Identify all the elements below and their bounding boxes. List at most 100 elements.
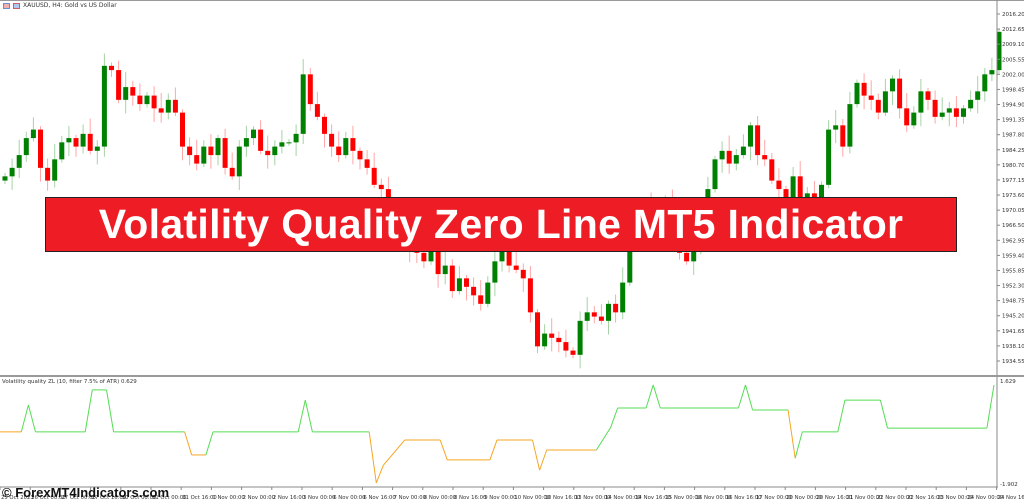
chart-type-icon[interactable] [13,2,20,9]
indicator-segment [375,464,384,484]
candle-body [23,138,29,156]
candle-body [953,108,959,117]
candle-body [385,189,391,202]
candle-body [428,244,434,262]
price-tick-label: 1998.45 [1002,87,1024,93]
price-tick-label: 2005.55 [1002,57,1024,63]
indicator-segment [610,407,619,428]
indicator-segment [986,384,995,429]
time-tick-label: 17 Nov 00:00 [756,495,792,501]
candle-body [229,167,235,177]
indicator-axis-bottom: -1.902 [1000,482,1018,488]
candle-body [300,74,306,134]
top-border [0,0,1024,1]
candle-body [378,184,384,190]
candle-body [456,278,462,292]
candle-body [265,150,271,156]
indicator-segment [297,399,306,433]
candle-body [861,82,867,96]
indicator-segment [439,439,448,461]
candle-body [236,146,242,177]
candle-body [251,129,256,139]
candle-body [16,155,22,168]
candle-body [847,104,853,147]
candle-body [357,150,363,160]
candle-body [854,82,860,105]
candle-body [783,189,789,198]
indicator-segment [652,384,661,409]
indicator-segment [595,427,612,451]
indicator-segment [383,439,406,466]
pane-separator[interactable] [0,375,1024,377]
time-tick-label: 2 Nov 16:00 [273,495,306,501]
candle-body [506,244,512,266]
candle-body [961,108,966,117]
candle-body [45,167,51,181]
time-tick-label: 22 Nov 00:00 [877,495,913,501]
candle-body [513,265,519,270]
candle-body [94,146,100,151]
candle-body [478,295,484,304]
candle-body [556,337,562,343]
indicator-segment [184,431,193,456]
indicator-segment [532,439,541,471]
candle-body [421,252,427,262]
time-tick-label: 24 Nov 00:00 [967,495,1003,501]
candle-body [258,129,264,151]
candle-body [364,159,370,168]
candle-body [201,146,207,164]
candle-body [613,303,619,313]
time-tick-label: 31 Oct 00:00 [152,495,187,501]
price-tick-label: 1948.75 [1002,299,1024,305]
time-tick-label: 10 Nov 16:00 [545,495,581,501]
time-tick-label: 21 Nov 00:00 [847,495,883,501]
candle-body [158,108,164,113]
time-tick-label: 31 Oct 16:00 [182,495,217,501]
candle-body [549,333,555,338]
time-tick-label: 6 Nov 00:00 [333,495,366,501]
indicator-segment [84,389,93,432]
time-tick-label: 30 Oct 00:00 [122,495,157,501]
candle-body [755,125,761,156]
candle-body [130,87,136,96]
candle-body [151,95,157,109]
price-tick-label: 1934.55 [1002,359,1024,365]
candle-body [322,116,327,134]
candle-body [769,159,775,181]
price-tick-label: 2002.00 [1002,72,1024,78]
candle-body [989,70,995,75]
candle-body [492,261,498,283]
candle-body [59,142,65,160]
indicator-axis-top: 1.629 [1000,379,1016,385]
candle-body [882,91,888,113]
candle-body [272,146,278,156]
time-tick-label: 1 Nov 00:00 [212,495,245,501]
indicator-segment [879,399,888,429]
candle-body [187,146,193,156]
price-tick-label: 1952.30 [1002,284,1024,290]
candle-body [840,125,846,147]
time-tick-label: 20 Nov 16:00 [816,495,852,501]
price-tick-label: 1945.20 [1002,314,1024,320]
indicator-segment [27,404,36,433]
chart-menu-icon[interactable] [3,2,10,9]
candle-body [932,99,938,117]
candle-body [542,333,548,347]
price-tick-label: 2009.10 [1002,42,1024,48]
time-tick-label: 14 Nov 00:00 [605,495,641,501]
candle-body [2,176,8,181]
price-tick-label: 1987.80 [1002,133,1024,139]
time-tick-label: 14 Nov 16:00 [635,495,671,501]
indicator-label: Volatility quality ZL (10, filter 7.5% o… [2,379,137,385]
candle-body [222,138,228,168]
indicator-segment [368,431,377,484]
time-tick-label: 16 Nov 00:00 [696,495,732,501]
time-tick-label: 16 Nov 16:00 [726,495,762,501]
time-tick-label: 8 Nov 00:00 [424,495,457,501]
candle-body [307,74,313,105]
candle-body [499,244,505,262]
candle-body [485,282,491,304]
candle-body [9,167,15,177]
candle-body [144,95,150,105]
